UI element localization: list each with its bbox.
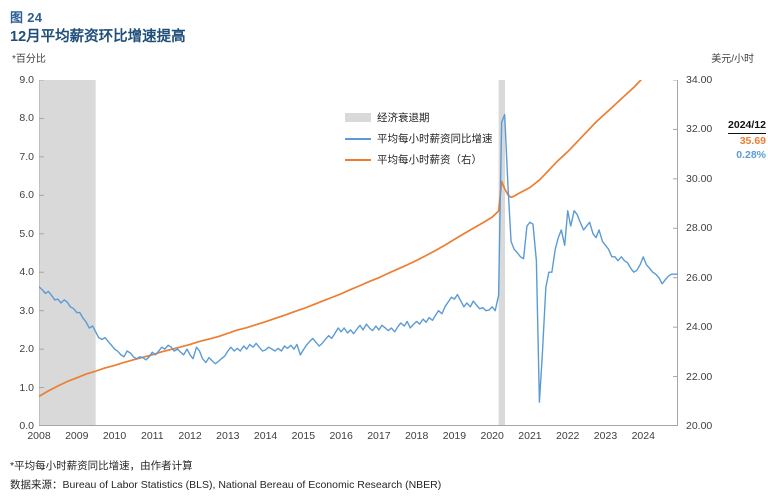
legend-band-swatch — [345, 113, 371, 122]
right-axis-tick-label: 30.00 — [686, 172, 713, 185]
latest-value-annotation: 2024/12 35.69 0.28% — [714, 118, 766, 162]
right-axis-tick-label: 24.00 — [686, 321, 713, 334]
chart-legend: 经济衰退期平均每小时薪资同比增速 平均每小时薪资（右） — [345, 107, 493, 170]
annotation-wage-level: 35.69 — [739, 135, 766, 147]
x-axis-tick-label: 2014 — [253, 430, 278, 442]
recession-band — [39, 80, 96, 426]
x-axis-tick-label: 2013 — [216, 430, 240, 442]
right-axis-unit-label: 美元/小时 — [711, 54, 754, 65]
right-axis-tick-label: 22.00 — [686, 370, 713, 383]
x-axis-tick-label: 2008 — [27, 430, 51, 442]
figure-number: 24 — [27, 10, 43, 25]
recession-band — [498, 80, 506, 426]
left-axis-tick-label: 3.0 — [19, 304, 34, 317]
x-axis-tick-label: 2018 — [404, 430, 429, 442]
right-axis-tick-label: 20.00 — [686, 420, 713, 432]
page-title: 12月平均薪资环比增速提高 — [10, 29, 186, 45]
left-axis-tick-label: 2.0 — [19, 343, 34, 356]
x-axis-tick-label: 2023 — [593, 430, 618, 442]
recession-bands — [39, 80, 506, 426]
legend-line-swatch — [345, 137, 371, 140]
x-axis-tick-label: 2010 — [102, 430, 127, 442]
annotation-date: 2024/12 — [728, 118, 766, 134]
legend-line-swatch — [345, 158, 371, 161]
plot-area — [39, 80, 678, 426]
footnote-source: 数据来源：Bureau of Labor Statistics (BLS), N… — [10, 479, 442, 491]
left-axis-unit-label: *百分比 — [12, 54, 46, 65]
x-axis-tick-label: 2011 — [141, 430, 164, 442]
series-line-wage-growth-yoy — [39, 113, 678, 403]
left-axis-tick-label: 0.0 — [19, 420, 34, 432]
series-line-average-hourly-wage — [39, 80, 643, 398]
x-axis-tick-label: 2019 — [442, 430, 467, 442]
x-axis-tick-label: 2020 — [480, 430, 504, 442]
x-axis-tick-label: 2017 — [367, 430, 391, 442]
x-axis-tick-label: 2024 — [631, 430, 655, 442]
right-axis-tick-label: 34.00 — [686, 74, 713, 86]
axis-tick-marks — [39, 80, 678, 426]
legend-item-label: 经济衰退期 — [377, 112, 430, 124]
chart-canvas — [39, 80, 678, 426]
figure-label-prefix: 图 — [10, 10, 24, 25]
x-axis-tick-label: 2015 — [291, 430, 316, 442]
footnote-note: *平均每小时薪资同比增速，由作者计算 — [10, 460, 193, 472]
left-axis-tick-label: 4.0 — [19, 266, 34, 279]
annotation-wage-growth: 0.28% — [736, 149, 766, 161]
legend-item[interactable]: 平均每小时薪资同比增速 — [345, 128, 493, 149]
x-axis-tick-label: 2009 — [65, 430, 89, 442]
left-axis-tick-label: 9.0 — [19, 74, 34, 86]
right-axis-tick-label: 26.00 — [686, 271, 713, 284]
right-axis-tick-label: 32.00 — [686, 123, 713, 136]
legend-item[interactable]: 经济衰退期 — [345, 107, 493, 128]
left-axis-tick-label: 8.0 — [19, 112, 34, 125]
left-axis-tick-label: 1.0 — [19, 381, 34, 394]
left-axis-tick-label: 7.0 — [19, 150, 34, 163]
legend-item-label: 平均每小时薪资（右） — [377, 154, 482, 166]
left-axis-tick-label: 6.0 — [19, 189, 34, 202]
x-axis-tick-label: 2022 — [556, 430, 580, 442]
x-axis-tick-label: 2012 — [178, 430, 202, 442]
legend-item-label: 平均每小时薪资同比增速 — [377, 133, 493, 145]
x-axis-tick-label: 2021 — [518, 430, 542, 442]
right-axis-tick-label: 28.00 — [686, 222, 713, 235]
legend-item[interactable]: 平均每小时薪资（右） — [345, 149, 493, 170]
left-axis-tick-label: 5.0 — [19, 227, 34, 240]
figure-label: 图 24 — [10, 7, 42, 26]
x-axis-tick-label: 2016 — [329, 430, 353, 442]
